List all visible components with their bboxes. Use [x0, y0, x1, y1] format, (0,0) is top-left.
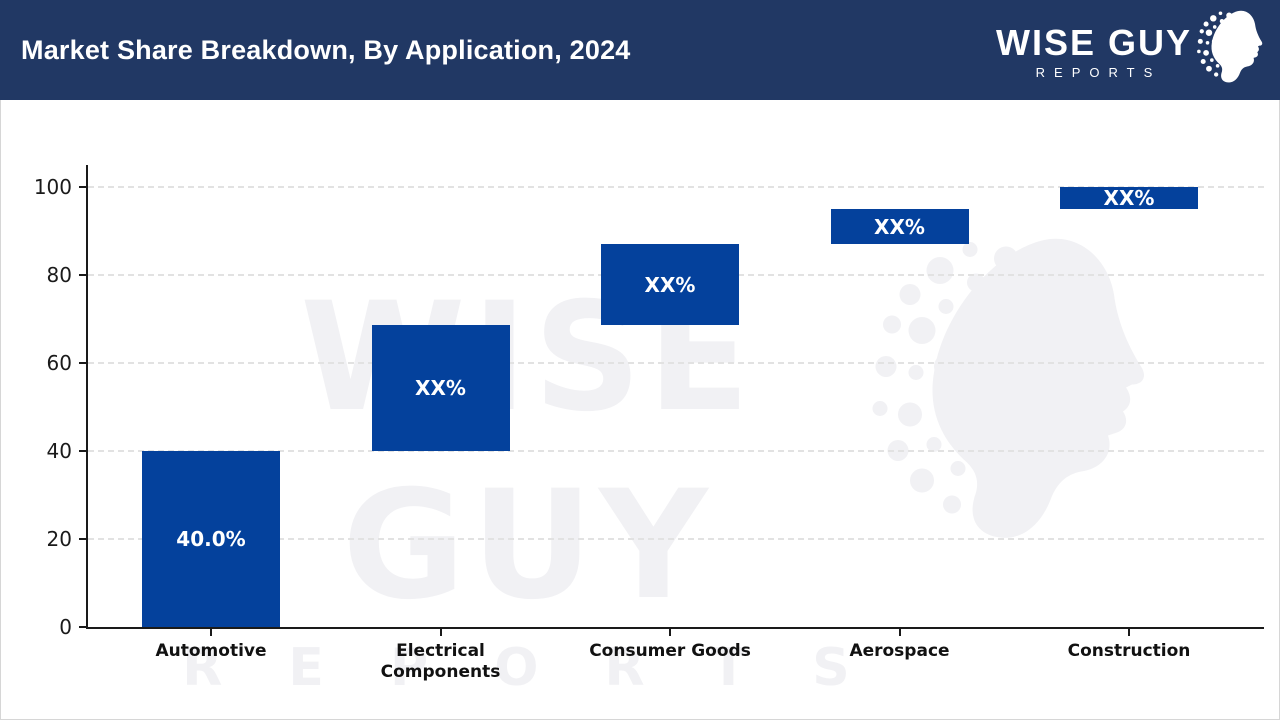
gridline-60 [88, 362, 1264, 364]
x-tick-mark-aerospace [898, 627, 901, 636]
y-tick-label-100: 100 [33, 175, 72, 199]
x-tick-label-construction: Construction [1067, 641, 1191, 661]
chart-title: Market Share Breakdown, By Application, … [21, 34, 631, 65]
x-tick-mark-automotive [210, 627, 212, 636]
x-tick-label-electrical-components: Electrical Components [380, 641, 501, 683]
bar-automotive: 40.0% [142, 451, 280, 627]
x-tick-label-consumer-goods: Consumer Goods [589, 641, 751, 661]
wiseguy-head-icon [1197, 10, 1263, 83]
logo-subtitle: REPORTS [1035, 64, 1162, 80]
x-axis-line [86, 627, 1264, 629]
bar-value-label-construction: XX% [1103, 186, 1155, 210]
x-tick-label-aerospace: Aerospace [849, 641, 950, 661]
y-tick-mark-40 [79, 450, 88, 452]
chart-area: WISE GUY R E P O R T S 0 20 40 60 80 100 40.0%… [0, 100, 1280, 720]
y-tick-mark-80 [79, 274, 88, 276]
x-tick-mark-electrical-components [439, 627, 442, 636]
x-tick-mark-construction [1128, 627, 1130, 636]
gridline-100 [88, 186, 1264, 188]
y-tick-label-0: 0 [59, 615, 72, 639]
gridline-40 [88, 450, 1264, 452]
x-tick-mark-consumer-goods [669, 627, 671, 636]
bar-construction: XX% [1060, 187, 1198, 209]
logo-wordmark: WISE GUY [995, 21, 1192, 63]
gridline-20 [88, 538, 1264, 540]
header: Market Share Breakdown, By Application, … [0, 0, 1280, 100]
bar-consumer-goods: XX% [601, 244, 739, 326]
y-tick-label-80: 80 [46, 263, 72, 287]
y-tick-label-60: 60 [46, 351, 72, 375]
wiseguy-logo: WISE GUY REPORTS [996, 0, 1268, 100]
bar-value-label-aerospace: XX% [874, 214, 925, 239]
y-tick-mark-60 [79, 362, 88, 364]
y-axis-line [86, 165, 88, 629]
y-tick-label-20: 20 [46, 527, 72, 551]
x-tick-label-automotive: Automotive [155, 641, 267, 661]
bar-electrical-components: XX% [371, 325, 510, 451]
y-tick-mark-100 [79, 186, 88, 188]
logo-text: WISE GUY REPORTS [995, 21, 1192, 80]
bar-value-label-automotive: 40.0% [176, 527, 246, 551]
bar-aerospace: XX% [830, 209, 969, 245]
bar-value-label-consumer-goods: XX% [644, 272, 696, 297]
bar-value-label-electrical-components: XX% [415, 376, 466, 401]
y-tick-mark-20 [79, 538, 88, 540]
y-tick-label-40: 40 [46, 439, 72, 463]
y-tick-mark-0 [79, 626, 88, 628]
